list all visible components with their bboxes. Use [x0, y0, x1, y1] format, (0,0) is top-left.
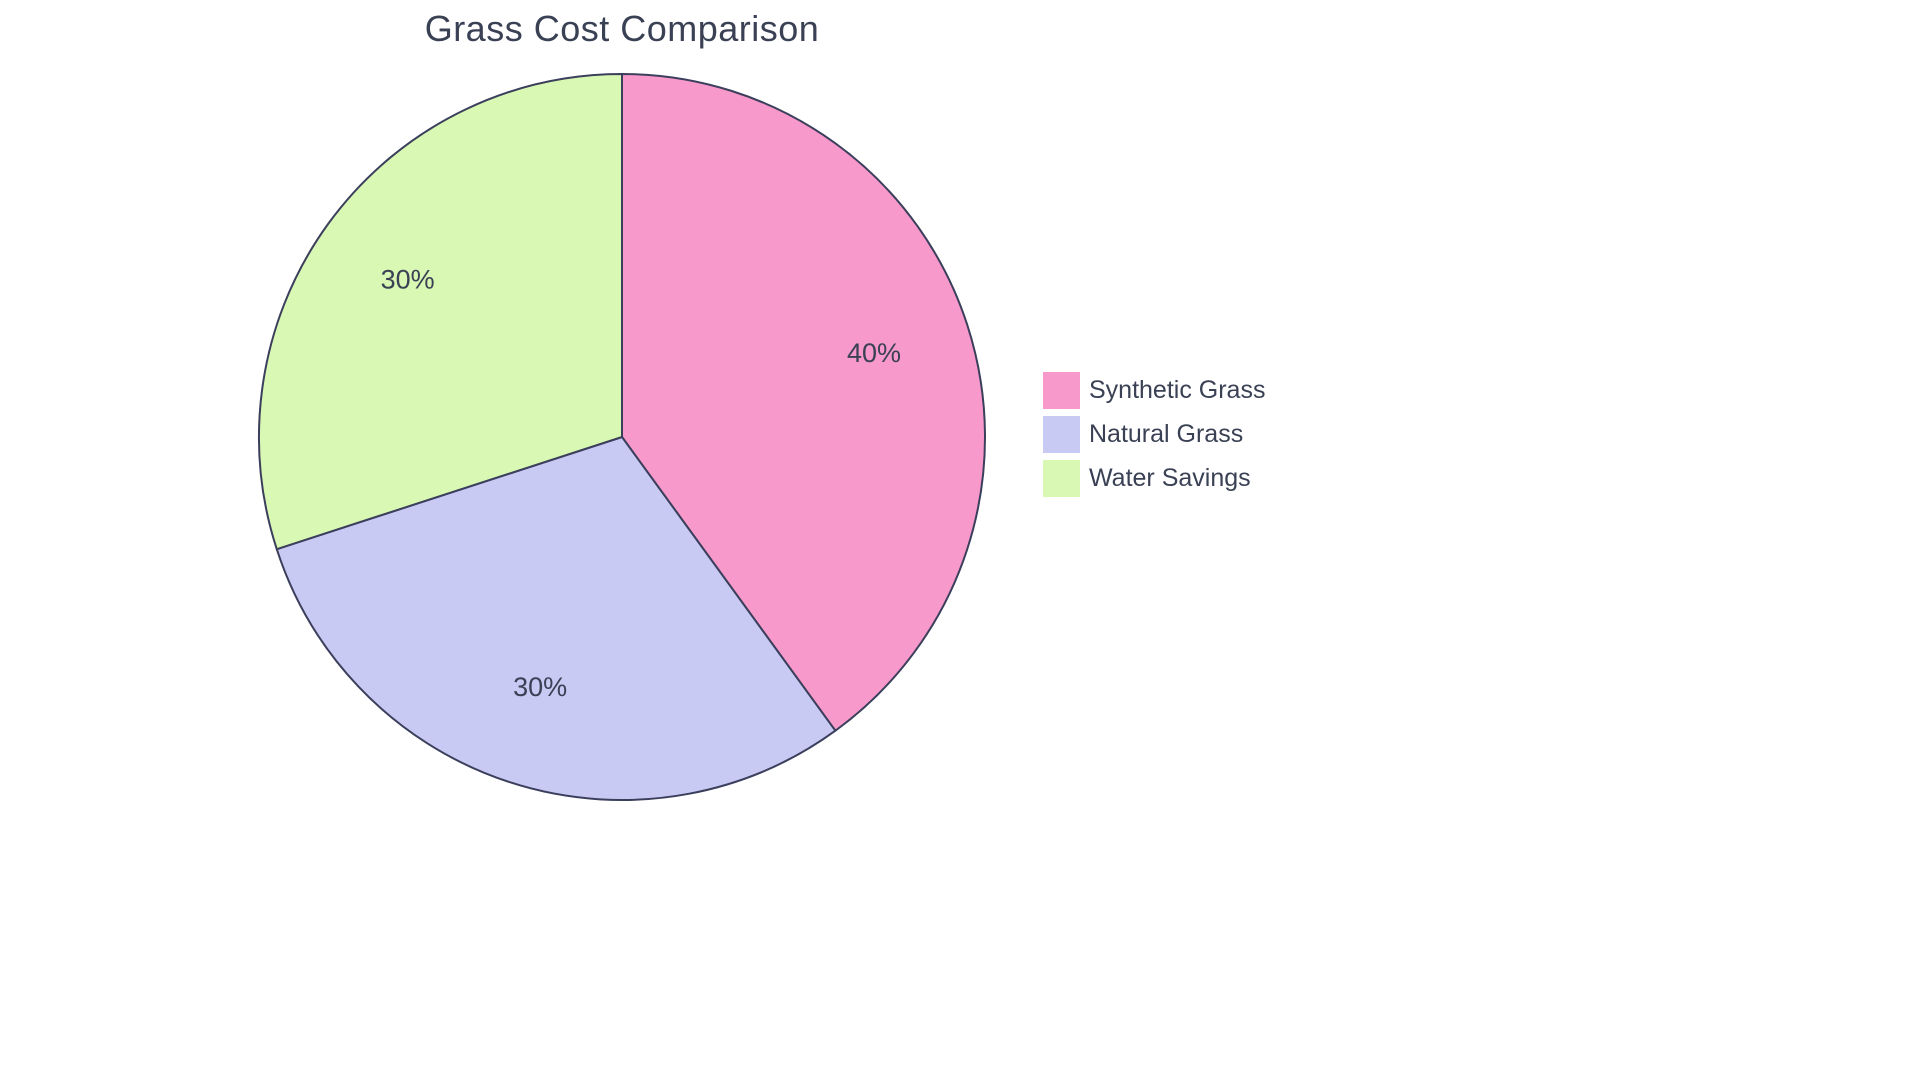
legend-label-natural-grass: Natural Grass — [1089, 420, 1244, 448]
legend-label-water-savings: Water Savings — [1089, 464, 1251, 492]
legend-item-synthetic-grass: Synthetic Grass — [1043, 372, 1265, 409]
legend-label-synthetic-grass: Synthetic Grass — [1089, 376, 1266, 404]
legend-swatch-synthetic-grass — [1043, 372, 1080, 409]
slice-value-label-synthetic-grass: 40% — [847, 338, 901, 368]
legend-swatch-water-savings — [1043, 460, 1080, 497]
legend-item-water-savings: Water Savings — [1043, 460, 1265, 497]
legend-swatch-natural-grass — [1043, 416, 1080, 453]
pie-slice-water-savings — [258, 73, 623, 551]
slice-value-label-natural-grass: 30% — [513, 672, 567, 702]
chart-title: Grass Cost Comparison — [424, 8, 820, 49]
legend-item-natural-grass: Natural Grass — [1043, 416, 1265, 453]
slice-value-label-water-savings: 30% — [381, 264, 435, 294]
chart-legend: Synthetic Grass Natural Grass Water Saving… — [1043, 372, 1265, 497]
pie-slice-synthetic-grass — [621, 73, 986, 732]
pie-slice-natural-grass — [275, 436, 837, 801]
